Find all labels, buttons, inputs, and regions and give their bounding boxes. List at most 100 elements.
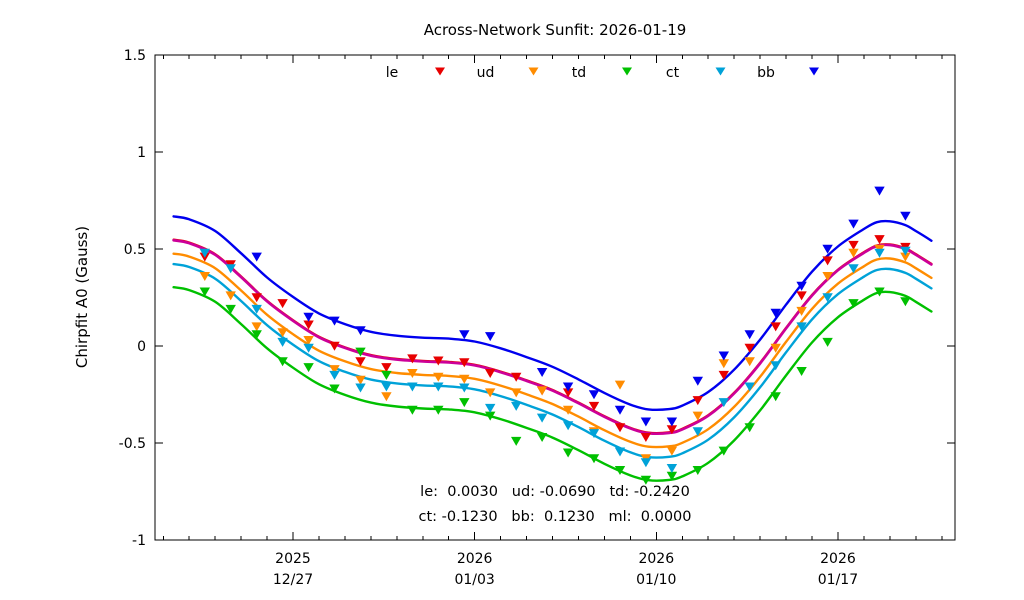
td-data-point (225, 304, 236, 314)
bb-data-point (251, 252, 262, 262)
ud-data-point (329, 365, 340, 375)
td-data-point (433, 405, 444, 415)
td-data-point (874, 287, 885, 297)
le-data-point (874, 235, 885, 245)
legend-marker-ud-icon (528, 67, 539, 76)
bb-data-point (303, 312, 314, 322)
td-data-point (199, 287, 210, 297)
ud-data-point (744, 357, 755, 367)
ct-data-point (225, 264, 236, 274)
ml-fit-curve (172, 239, 933, 435)
ct-data-point (536, 413, 548, 423)
ud-data-point (277, 328, 288, 338)
le-data-point (329, 341, 340, 351)
bb-data-point (614, 405, 626, 415)
bb-data-point (770, 308, 781, 318)
legend-marker-bb-icon (809, 67, 819, 76)
ct-fit-curve (172, 262, 933, 459)
y-tick-label: -0.5 (119, 436, 146, 452)
td-data-point (744, 423, 755, 433)
le-data-point (848, 240, 859, 250)
ct-data-point (874, 248, 885, 258)
legend-label-ct: ct (666, 65, 680, 81)
y-tick-label: -1 (132, 533, 146, 549)
le-data-point (562, 388, 574, 398)
ud-data-point (225, 291, 236, 301)
td-data-point (770, 392, 781, 402)
legend-label-le: le (386, 65, 399, 81)
y-tick-label: 1.5 (124, 48, 146, 64)
legend-label-bb: bb (757, 65, 775, 81)
fit-results-line-1: le: 0.0030 ud: -0.0690 td: -0.2420 (420, 484, 690, 500)
bb-data-point (459, 330, 470, 340)
le-data-point (718, 370, 729, 380)
ud-data-point (848, 248, 859, 258)
ud-data-point (199, 272, 210, 281)
ct-data-point (692, 427, 703, 437)
bb-data-point (329, 316, 340, 326)
td-data-point (407, 405, 418, 415)
ct-data-point (666, 464, 678, 473)
x-tick-label-year: 2026 (638, 551, 674, 567)
td-data-point (666, 471, 678, 481)
td-data-point (692, 466, 703, 475)
legend-marker-le-icon (435, 67, 445, 76)
ct-data-point (329, 370, 340, 380)
le-data-point (640, 433, 652, 442)
le-data-point (666, 425, 678, 435)
ud-data-point (562, 405, 574, 415)
le-data-point (770, 322, 781, 332)
legend-marker-td-icon (622, 67, 632, 76)
ct-data-point (640, 458, 652, 468)
bb-data-point (874, 186, 885, 196)
ct-data-point (277, 337, 288, 347)
fit-results-line-2: ct: -0.1230 bb: 0.1230 ml: 0.0000 (418, 509, 692, 525)
ct-data-point (718, 398, 729, 408)
ud-data-point (303, 336, 314, 345)
bb-data-point (485, 332, 496, 342)
ct-data-point (796, 322, 807, 332)
bb-data-point (666, 417, 678, 427)
ud-data-point (900, 252, 911, 262)
ud-data-point (796, 306, 807, 316)
plot-border (154, 54, 956, 541)
td-data-point (511, 436, 522, 446)
x-tick-label-year: 2026 (457, 551, 493, 567)
ud-data-point (614, 380, 626, 390)
bb-data-point (588, 390, 600, 400)
td-data-point (251, 330, 262, 340)
y-tick-label: 0 (137, 339, 146, 355)
ud-data-point (536, 386, 548, 396)
le-data-point (381, 363, 392, 373)
td-data-point (381, 370, 392, 380)
ct-data-point (407, 382, 418, 392)
ud-data-point (718, 359, 729, 369)
td-data-point (562, 448, 574, 458)
ud-data-point (770, 343, 781, 353)
ct-data-point (770, 361, 781, 371)
ct-data-point (848, 264, 859, 274)
le-data-point (614, 423, 626, 433)
ud-data-point (355, 375, 366, 385)
x-tick-label-date: 01/03 (454, 572, 494, 588)
td-data-point (822, 337, 833, 347)
le-data-point (277, 299, 288, 309)
y-tick-label: 1 (137, 145, 146, 161)
le-data-point (251, 293, 262, 303)
x-tick-label-date: 01/17 (818, 572, 858, 588)
ud-data-point (251, 322, 262, 332)
ud-data-point (381, 392, 392, 402)
td-data-point (536, 433, 548, 442)
legend-marker-ct-icon (715, 67, 726, 76)
bb-data-point (900, 211, 911, 221)
legend-label-td: td (572, 65, 586, 81)
bb-data-point (640, 417, 652, 427)
td-data-point (355, 347, 366, 357)
x-tick-label-year: 2025 (275, 551, 311, 567)
ud-data-point (666, 446, 678, 456)
le-data-point (485, 369, 496, 378)
chart-title: Across-Network Sunfit: 2026-01-19 (423, 21, 687, 39)
ct-data-point (199, 248, 210, 258)
